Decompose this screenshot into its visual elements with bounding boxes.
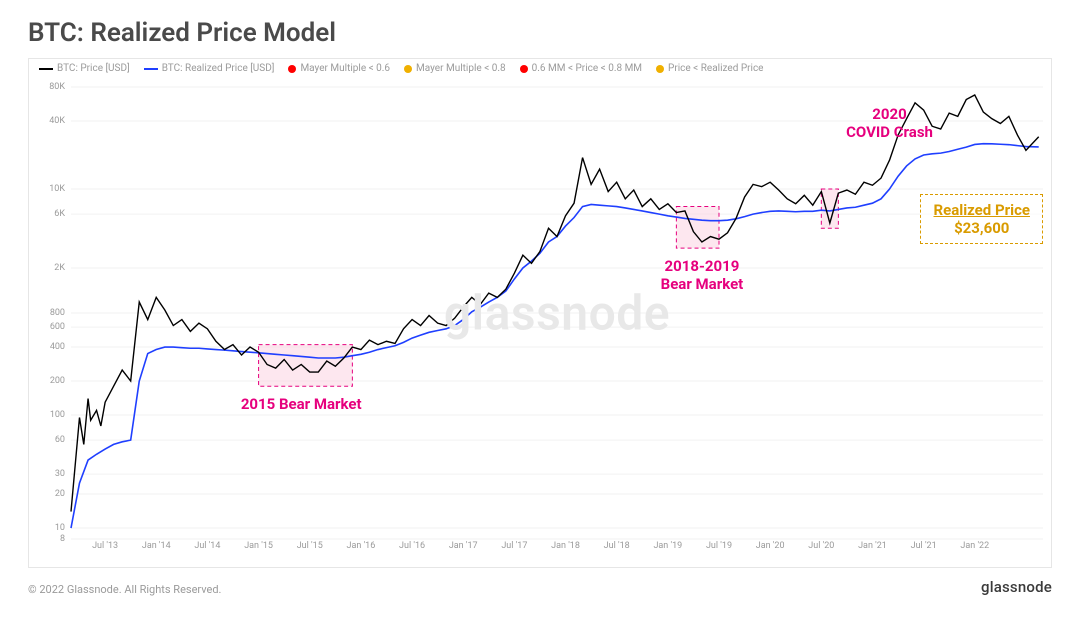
legend-label: 0.6 MM < Price < 0.8 MM	[532, 63, 642, 74]
legend-item: 0.6 MM < Price < 0.8 MM	[520, 63, 642, 74]
y-tick-label: 30	[29, 469, 65, 479]
legend-item: Mayer Multiple < 0.8	[404, 63, 506, 74]
legend-dot-swatch	[404, 65, 412, 73]
legend-label: BTC: Realized Price [USD]	[162, 63, 275, 74]
x-tick-label: Jan '18	[551, 541, 580, 551]
callout-title: Realized Price	[933, 201, 1030, 219]
annotation-2020-crash: 2020COVID Crash	[846, 105, 933, 141]
annotation-2015-bear: 2015 Bear Market	[241, 395, 362, 413]
annotation-2018-bear: 2018-2019Bear Market	[661, 257, 744, 293]
legend-label: Mayer Multiple < 0.8	[416, 63, 506, 74]
legend-line-swatch	[144, 68, 158, 70]
legend-dot-swatch	[656, 65, 664, 73]
y-tick-label: 600	[29, 322, 65, 332]
y-tick-label: 20	[29, 489, 65, 499]
x-tick-label: Jul '13	[92, 541, 118, 551]
x-tick-label: Jan '21	[858, 541, 887, 551]
x-axis: Jul '13 Jan '14 Jul '14 Jan '15 Jul '15 Jan '…	[71, 541, 1043, 557]
legend-label: BTC: Price [USD]	[57, 63, 130, 74]
y-axis: 8102030601002004006008002K6K10K40K80K	[29, 87, 71, 539]
page-container: BTC: Realized Price Model BTC: Price [US…	[0, 0, 1080, 621]
x-tick-label: Jan '14	[142, 541, 171, 551]
legend-dot-swatch	[288, 65, 296, 73]
x-tick-label: Jul '19	[706, 541, 732, 551]
y-tick-label: 400	[29, 342, 65, 352]
y-tick-label: 800	[29, 308, 65, 318]
legend-item: Mayer Multiple < 0.6	[288, 63, 390, 74]
x-tick-label: Jul '14	[194, 541, 220, 551]
x-tick-label: Jan '17	[449, 541, 478, 551]
x-tick-label: Jan '19	[653, 541, 682, 551]
y-tick-label: 200	[29, 376, 65, 386]
y-tick-label: 6K	[29, 209, 65, 219]
chart-title: BTC: Realized Price Model	[28, 18, 1052, 48]
y-tick-label: 10K	[29, 184, 65, 194]
x-tick-label: Jan '22	[960, 541, 989, 551]
y-tick-label: 100	[29, 410, 65, 420]
callout-value: $23,600	[933, 219, 1030, 237]
x-tick-label: Jan '20	[756, 541, 785, 551]
x-tick-label: Jul '17	[501, 541, 527, 551]
legend-dot-swatch	[520, 65, 528, 73]
y-tick-label: 2K	[29, 263, 65, 273]
y-tick-label: 10	[29, 523, 65, 533]
x-tick-label: Jan '15	[244, 541, 273, 551]
y-tick-label: 60	[29, 435, 65, 445]
legend-item: BTC: Realized Price [USD]	[144, 63, 275, 74]
x-tick-label: Jul '16	[399, 541, 425, 551]
y-tick-label: 80K	[29, 82, 65, 92]
plot-svg	[71, 87, 1043, 539]
legend-label: Price < Realized Price	[668, 63, 763, 74]
footer: © 2022 Glassnode. All Rights Reserved. g…	[28, 578, 1052, 596]
x-tick-label: Jul '20	[808, 541, 834, 551]
x-tick-label: Jul '18	[604, 541, 630, 551]
y-tick-label: 8	[29, 534, 65, 544]
legend-label: Mayer Multiple < 0.6	[300, 63, 390, 74]
chart-frame: BTC: Price [USD] BTC: Realized Price [USD…	[28, 58, 1052, 568]
y-tick-label: 40K	[29, 116, 65, 126]
x-tick-label: Jul '21	[911, 541, 937, 551]
x-tick-label: Jul '15	[297, 541, 323, 551]
legend-line-swatch	[39, 68, 53, 70]
x-tick-label: Jan '16	[347, 541, 376, 551]
realized-price-callout: Realized Price $23,600	[920, 194, 1043, 244]
copyright-text: © 2022 Glassnode. All Rights Reserved.	[28, 583, 221, 596]
plot-area: glassnode 2015 Bear Market 2018-2019Bear…	[71, 87, 1043, 539]
legend-item: BTC: Price [USD]	[39, 63, 130, 74]
legend-item: Price < Realized Price	[656, 63, 763, 74]
chart-legend: BTC: Price [USD] BTC: Realized Price [USD…	[39, 63, 1041, 74]
brand-logo: glassnode	[981, 578, 1052, 596]
